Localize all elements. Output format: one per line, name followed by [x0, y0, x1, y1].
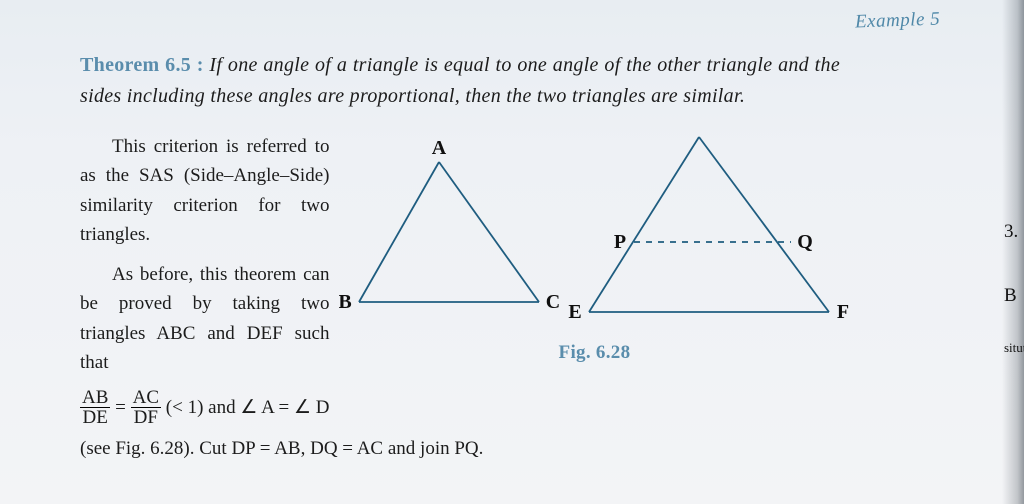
svg-text:B: B	[339, 291, 352, 313]
frac-num: AB	[80, 388, 110, 409]
para-proof-setup: As before, this theorem can be proved by…	[80, 260, 329, 378]
figure-column: A B C D E F P Q Fig. 6.28	[339, 132, 849, 428]
page-edge-shadow	[1002, 0, 1024, 504]
frac-den: DE	[80, 408, 110, 428]
frac-num: AC	[131, 388, 161, 409]
fragment: 3.	[1004, 200, 1024, 264]
fraction-ab-de: AB DE	[80, 388, 110, 429]
theorem-label: Theorem 6.5 :	[80, 54, 204, 76]
fragment: situt	[1004, 328, 1024, 368]
svg-text:C: C	[546, 291, 560, 313]
svg-text:A: A	[432, 137, 447, 159]
frac-den: DF	[131, 408, 161, 428]
fraction-ac-df: AC DF	[131, 388, 161, 429]
figure-triangles: A B C D E F P Q	[339, 132, 849, 332]
svg-text:Q: Q	[798, 231, 814, 253]
page-scan: Example 5 Theorem 6.5 : If one angle of …	[0, 0, 900, 503]
math-equation: AB DE = AC DF (< 1) and ∠ A = ∠ D	[80, 388, 329, 429]
para-sas: This criterion is referred to as the SAS…	[80, 132, 329, 250]
body-block: This criterion is referred to as the SAS…	[80, 132, 840, 464]
fragment: B	[1004, 264, 1024, 328]
theorem-paragraph: Theorem 6.5 : If one angle of a triangle…	[80, 50, 840, 112]
next-page-fragments: 3. B situt	[1004, 200, 1024, 368]
equals-1: =	[115, 396, 126, 417]
svg-text:E: E	[569, 301, 582, 323]
svg-text:P: P	[614, 231, 626, 253]
svg-text:F: F	[837, 301, 849, 323]
two-column-wrap: This criterion is referred to as the SAS…	[80, 132, 840, 428]
figure-caption: Fig. 6.28	[339, 338, 849, 367]
margin-note-example: Example 5	[854, 9, 940, 34]
tail-paragraph: (see Fig. 6.28). Cut DP = AB, DQ = AC an…	[80, 434, 840, 463]
math-tail: (< 1) and ∠ A = ∠ D	[166, 396, 330, 417]
svg-text:D: D	[692, 132, 706, 136]
text-column: This criterion is referred to as the SAS…	[80, 132, 329, 428]
